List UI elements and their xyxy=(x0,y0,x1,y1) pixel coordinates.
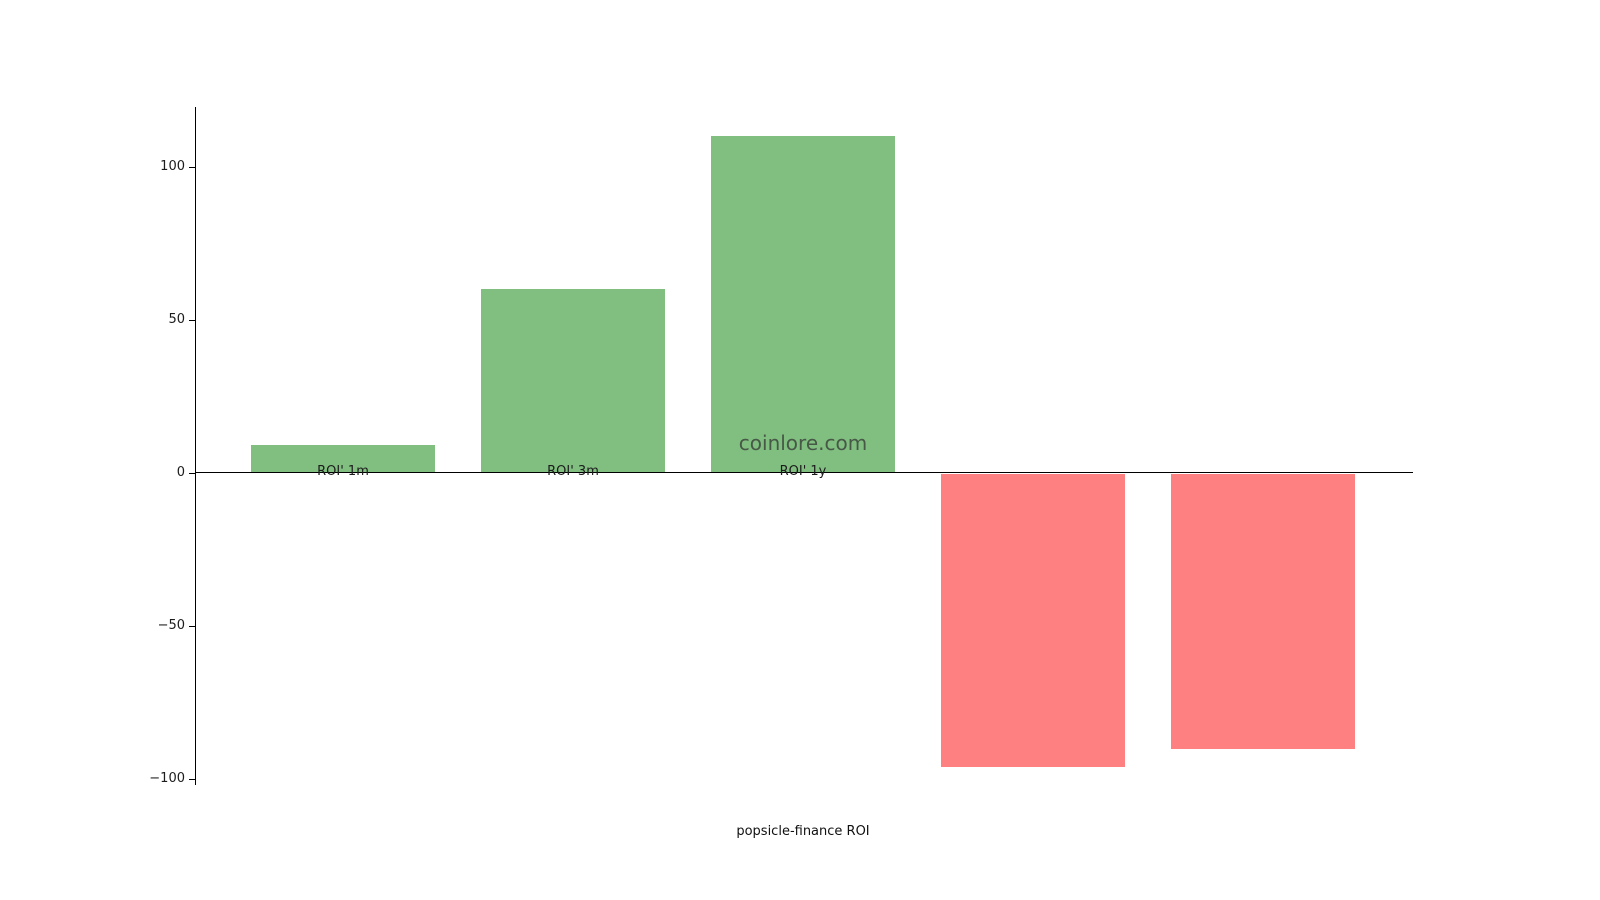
y-tick-mark xyxy=(189,166,196,168)
y-tick-mark xyxy=(189,625,196,627)
y-tick-label: 0 xyxy=(176,464,185,480)
bar-unlabeled-3 xyxy=(941,473,1125,768)
y-tick-mark xyxy=(189,472,196,474)
y-tick-label: −50 xyxy=(157,617,185,633)
chart-title: popsicle-finance ROI xyxy=(736,824,870,839)
x-tick-label: ROI' 3m xyxy=(547,464,599,479)
x-tick-label: ROI' 1y xyxy=(779,464,827,479)
x-tick-label: ROI' 1m xyxy=(317,464,369,479)
bar-ROI' 1m xyxy=(251,444,435,473)
y-tick-mark xyxy=(189,319,196,321)
y-tick-label: 100 xyxy=(160,158,185,174)
x-axis-zero-line xyxy=(196,472,1413,473)
y-tick-label: 50 xyxy=(168,311,185,327)
bar-ROI' 1y xyxy=(711,135,895,473)
y-axis-spine xyxy=(195,107,196,785)
y-tick-mark xyxy=(189,778,196,780)
y-tick-label: −100 xyxy=(149,770,185,786)
watermark-text: coinlore.com xyxy=(738,431,868,455)
bar-unlabeled-4 xyxy=(1171,473,1355,749)
bar-ROI' 3m xyxy=(481,288,665,473)
